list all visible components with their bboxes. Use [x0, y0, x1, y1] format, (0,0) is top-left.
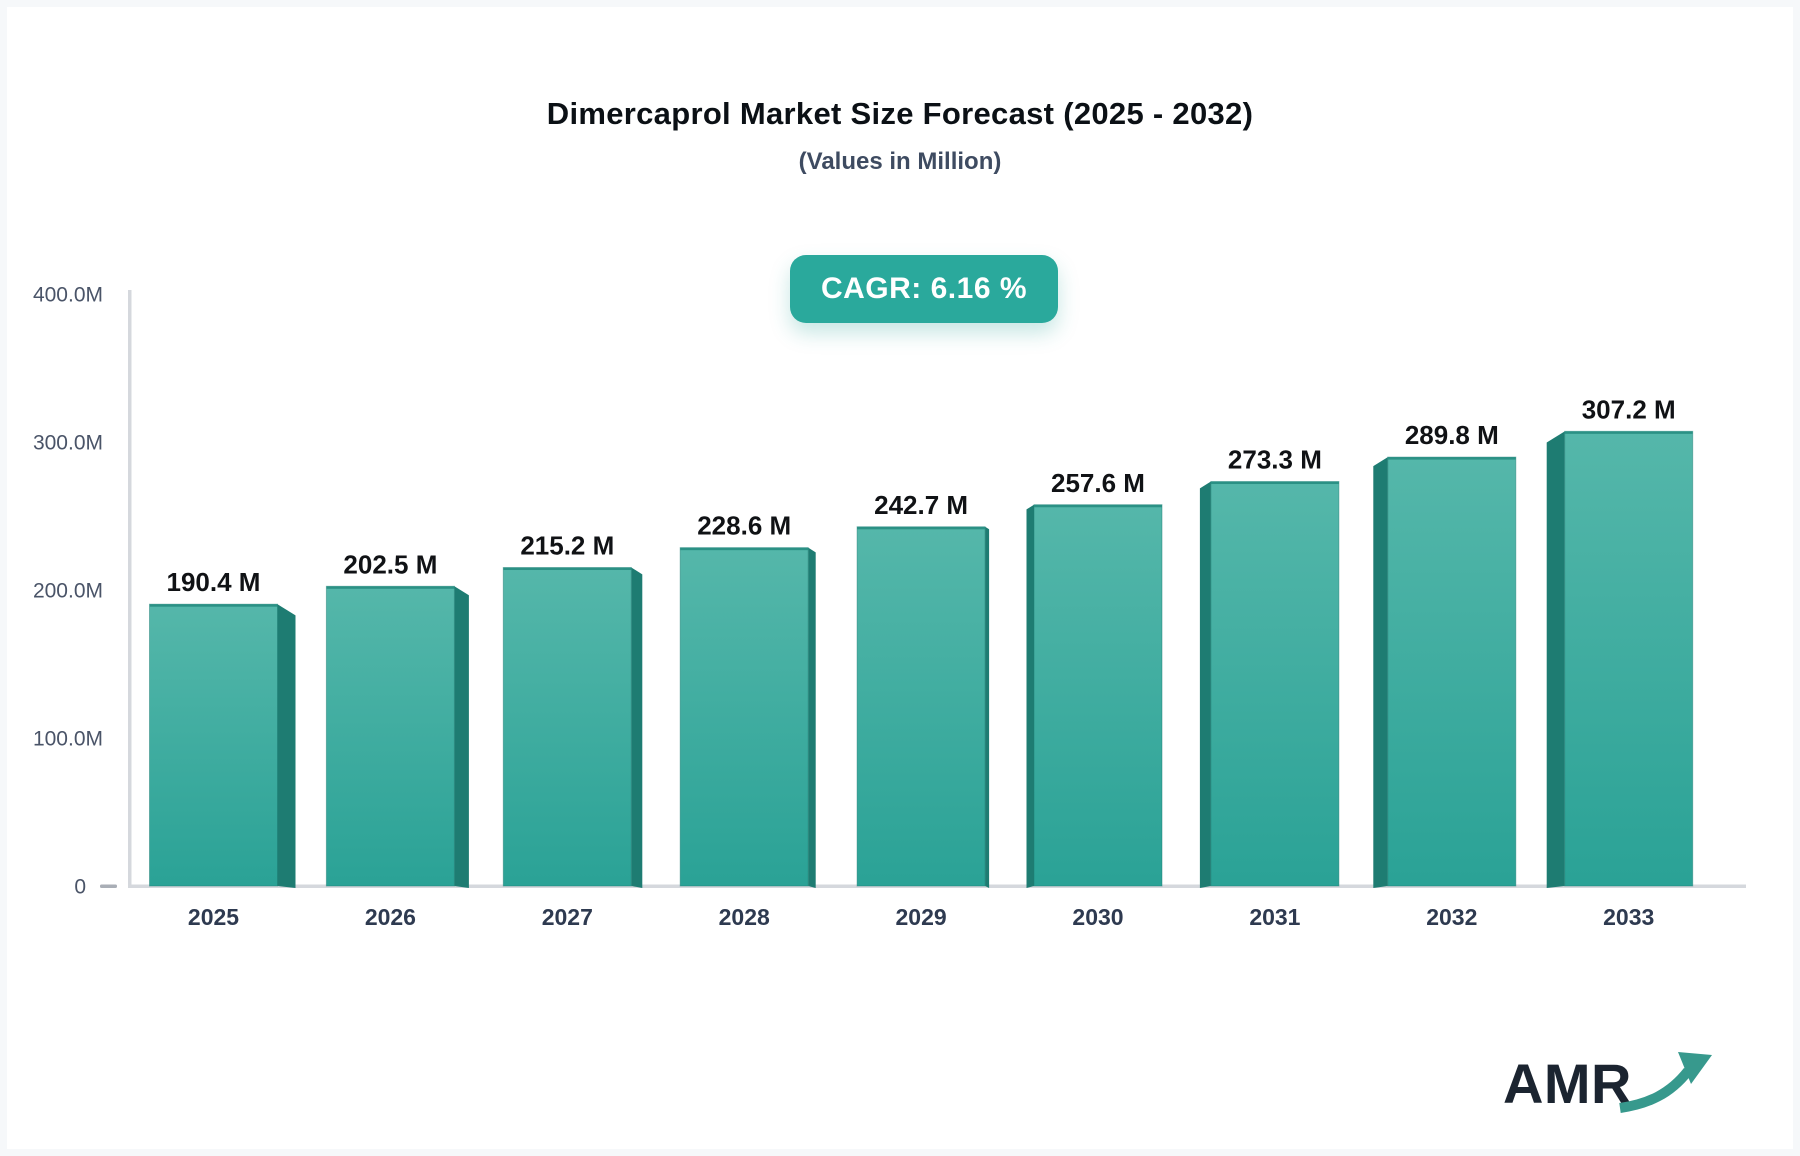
bar-top-edge — [1210, 481, 1339, 485]
bar-top-edge — [857, 526, 986, 530]
bar-group-2028: 228.6 M 2028 — [679, 511, 816, 930]
bar-side-face — [1546, 431, 1565, 888]
bar-top-edge — [1387, 457, 1516, 460]
chart-title: Dimercaprol Market Size Forecast (2025 -… — [546, 96, 1254, 131]
bar-side-face — [985, 526, 990, 888]
bar-top-edge — [1564, 431, 1693, 434]
x-axis-line — [128, 884, 1746, 888]
bar-value-label: 289.8 M — [1405, 420, 1499, 450]
cagr-badge: CAGR: 6.16 % — [790, 255, 1058, 323]
x-category-label: 2030 — [1072, 904, 1123, 930]
x-category-label: 2033 — [1603, 904, 1654, 930]
bar-group-2027: 215.2 M 2027 — [502, 531, 643, 930]
bar-side-face — [1026, 504, 1034, 888]
bar-face — [679, 547, 809, 887]
y-tick-label: 400.0M — [33, 284, 103, 307]
x-category-label: 2026 — [365, 904, 416, 930]
bar-face — [1033, 504, 1163, 887]
bar-face — [149, 603, 278, 887]
chart-subtitle: (Values in Million) — [798, 148, 1002, 175]
y-axis-line — [128, 290, 132, 887]
x-category-label: 2031 — [1249, 904, 1300, 930]
bar-side-face — [1373, 457, 1388, 888]
y-tick-label: 0 — [74, 876, 86, 899]
bar-value-label: 242.7 M — [874, 490, 968, 520]
bar-value-label: 215.2 M — [520, 531, 614, 561]
x-category-label: 2032 — [1426, 904, 1477, 930]
bar-face — [325, 585, 455, 887]
bar-group-2033: 307.2 M 2033 — [1546, 394, 1694, 930]
growth-arrow-icon — [1619, 1052, 1712, 1113]
bar-group-2032: 289.8 M 2032 — [1373, 420, 1517, 930]
bar-value-label: 202.5 M — [343, 549, 437, 579]
amr-logo-text: AMR — [1502, 1052, 1632, 1115]
x-category-label: 2028 — [719, 904, 770, 930]
bar-top-edge — [680, 547, 809, 551]
bar-side-face — [454, 586, 469, 888]
y-tick-label: 100.0M — [33, 728, 103, 751]
bar-side-face — [277, 604, 296, 888]
bar-side-face — [808, 547, 816, 888]
bar-group-2029: 242.7 M 2029 — [856, 490, 990, 930]
bar-top-edge — [326, 586, 455, 589]
bar-group-2031: 273.3 M 2031 — [1199, 445, 1340, 930]
bar-face — [1387, 456, 1517, 887]
x-category-label: 2029 — [896, 904, 947, 930]
bar-value-label: 228.6 M — [697, 511, 791, 541]
bar-top-edge — [1034, 504, 1162, 508]
x-category-label: 2025 — [188, 904, 239, 930]
y-tick-label: 300.0M — [33, 432, 103, 455]
bar-value-label: 273.3 M — [1228, 445, 1322, 475]
bar-group-2026: 202.5 M 2026 — [325, 549, 469, 930]
x-category-label: 2027 — [542, 904, 593, 930]
bar-side-face — [631, 567, 643, 888]
bar-top-edge — [149, 604, 278, 607]
amr-logo: AMR — [1502, 1044, 1714, 1115]
bar-value-label: 307.2 M — [1582, 394, 1676, 424]
bar-face — [1564, 430, 1694, 887]
y-tick-label: 200.0M — [33, 580, 103, 603]
bar-group-2025: 190.4 M 2025 — [149, 567, 296, 930]
bar-value-label: 190.4 M — [167, 567, 261, 597]
bar-face — [856, 526, 986, 887]
bar-face — [502, 567, 632, 887]
bar-group-2030: 257.6 M 2030 — [1026, 468, 1163, 930]
zero-tick-mark — [100, 884, 117, 888]
bar-side-face — [1199, 481, 1211, 888]
bar-top-edge — [503, 567, 632, 571]
bar-face — [1210, 481, 1340, 887]
bar-value-label: 257.6 M — [1051, 468, 1145, 498]
